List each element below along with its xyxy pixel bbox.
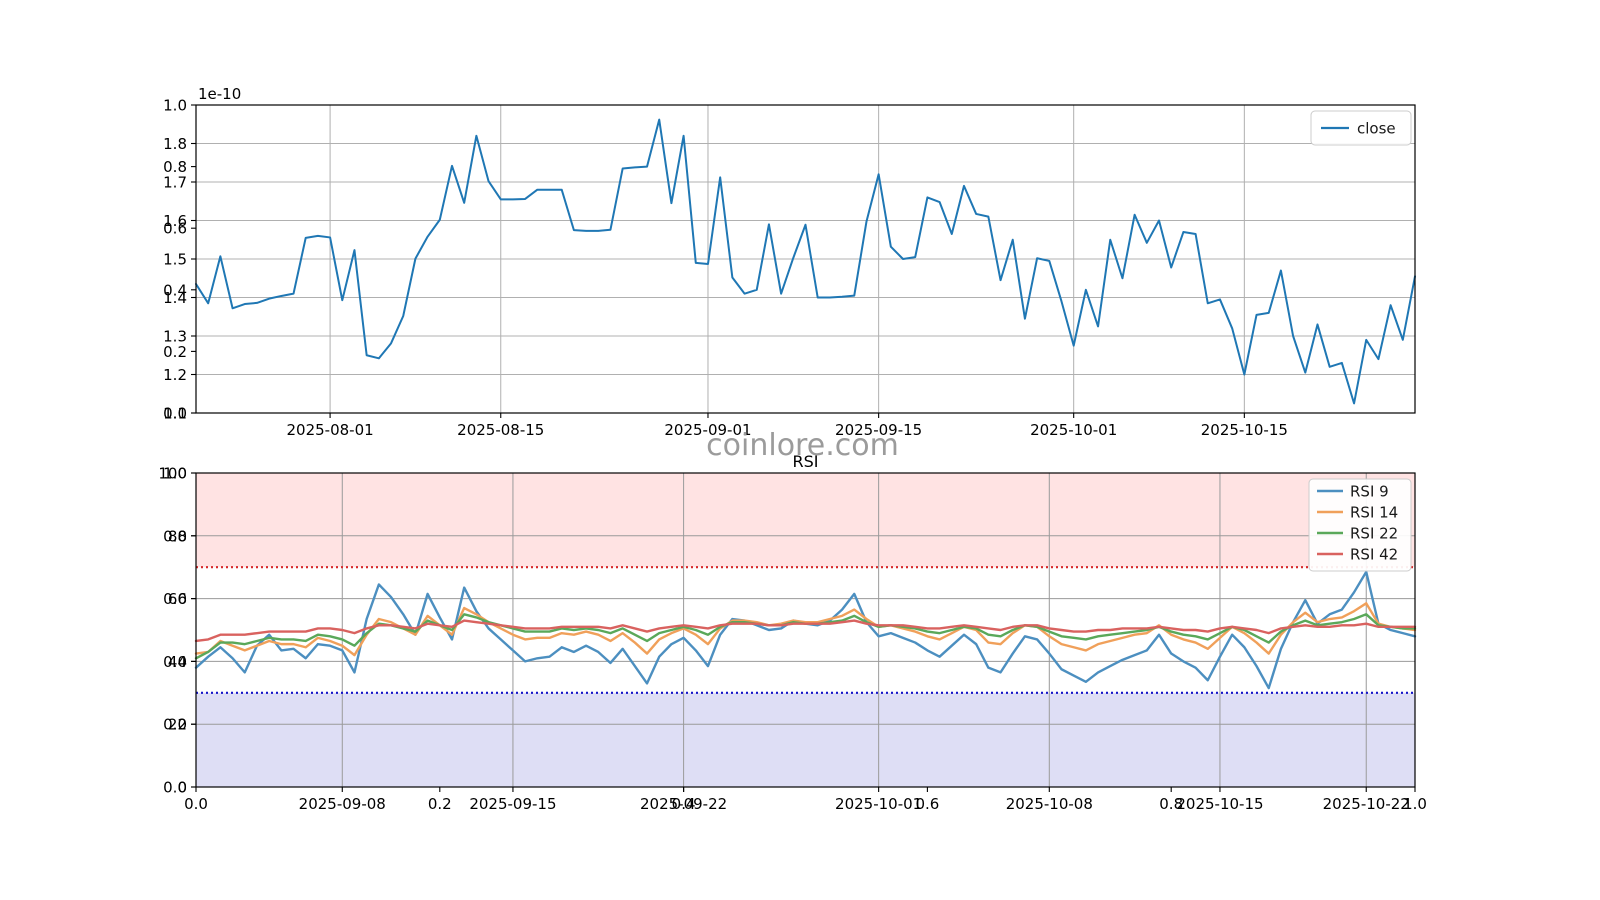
rsi-x-axis-secondary-ticks: 0.0 0.2 0.4 0.6 0.8 1.0 bbox=[184, 787, 1427, 813]
rsi-y-secondary-tick-label: 0.6 bbox=[163, 590, 187, 608]
rsi-oversold-band bbox=[196, 692, 1415, 787]
price-y-secondary-tick-label: 1.0 bbox=[163, 97, 187, 115]
price-legend[interactable]: close bbox=[1310, 110, 1412, 146]
rsi-panel-title: RSI bbox=[793, 452, 819, 471]
rsi-y-tick-label: 100 bbox=[158, 465, 187, 483]
price-panel: 1.1 1.2 1.3 1.4 1.5 1.6 1.7 1.8 0.0 0.2 0.4 0.6 0.8… bbox=[163, 85, 1416, 439]
rsi-x-tick-label: 2025-09-15 bbox=[469, 795, 556, 813]
price-x-axis-ticks: 2025-08-01 2025-08-15 2025-09-01 2025-09-15… bbox=[286, 413, 1288, 439]
rsi-y-secondary-tick-label: 0.4 bbox=[163, 653, 187, 671]
rsi-legend-label-rsi-14: RSI 14 bbox=[1350, 504, 1398, 522]
rsi-legend-label-rsi-22: RSI 22 bbox=[1350, 525, 1398, 543]
price-axis-offset-label: 1e-10 bbox=[198, 85, 241, 103]
rsi-panel: 0 20 40 60 80 100 0.0 0.2 0.4 0.6 0.8 1.0 2025-09-… bbox=[158, 452, 1427, 813]
price-y-tick-label: 1.3 bbox=[163, 328, 187, 346]
price-x-tick-label: 2025-08-01 bbox=[286, 421, 373, 439]
rsi-x-tick-label: 2025-09-22 bbox=[640, 795, 727, 813]
rsi-y-axis-ticks: 0 20 40 60 80 100 bbox=[158, 465, 196, 797]
rsi-x-secondary-tick-label: 0.2 bbox=[428, 795, 452, 813]
price-series-group bbox=[195, 118, 1416, 405]
rsi-y-secondary-tick-label: 0.2 bbox=[163, 716, 187, 734]
rsi-legend[interactable]: RSI 9 RSI 14 RSI 22 RSI 42 bbox=[1308, 478, 1412, 572]
rsi-y-axis-secondary-ticks: 0.0 0.2 0.4 0.6 0.8 1.0 bbox=[163, 465, 196, 797]
price-y-secondary-tick-label: 0.2 bbox=[163, 343, 187, 361]
rsi-legend-label-rsi-42: RSI 42 bbox=[1350, 546, 1398, 564]
price-gridlines bbox=[196, 105, 1415, 414]
price-y-tick-label: 1.1 bbox=[163, 405, 187, 423]
rsi-x-secondary-tick-label: 0.6 bbox=[915, 795, 939, 813]
rsi-y-tick-label: 80 bbox=[168, 527, 187, 545]
rsi-x-secondary-tick-label: 1.0 bbox=[1403, 795, 1427, 813]
rsi-plot-frame bbox=[195, 472, 1416, 788]
rsi-x-secondary-tick-label: 0.8 bbox=[1159, 795, 1183, 813]
rsi-y-tick-label: 0 bbox=[177, 779, 187, 797]
rsi-y-tick-label: 60 bbox=[168, 590, 187, 608]
price-x-tick-label: 2025-10-15 bbox=[1201, 421, 1288, 439]
rsi-y-secondary-tick-label: 1.0 bbox=[163, 465, 187, 483]
rsi-x-tick-label: 2025-09-08 bbox=[299, 795, 386, 813]
coinlore-watermark: coinlore.com bbox=[706, 428, 899, 463]
price-x-tick-label: 2025-09-01 bbox=[664, 421, 751, 439]
rsi-x-tick-label: 2025-10-08 bbox=[1006, 795, 1093, 813]
rsi-y-tick-label: 20 bbox=[168, 716, 187, 734]
price-y-secondary-tick-label: 0.0 bbox=[163, 405, 187, 423]
price-y-secondary-tick-label: 0.6 bbox=[163, 220, 187, 238]
rsi-x-axis-ticks: 2025-09-08 2025-09-15 2025-09-22 2025-10-01… bbox=[299, 787, 1410, 813]
rsi-y-tick-label: 40 bbox=[168, 653, 187, 671]
price-y-tick-label: 1.4 bbox=[163, 289, 187, 307]
rsi-x-secondary-tick-label: 0.4 bbox=[672, 795, 696, 813]
rsi-x-tick-label: 2025-10-15 bbox=[1176, 795, 1263, 813]
price-x-tick-label: 2025-10-01 bbox=[1030, 421, 1117, 439]
price-y-secondary-tick-label: 0.4 bbox=[163, 281, 187, 299]
rsi-series-rsi-42 bbox=[194, 619, 1417, 643]
rsi-y-secondary-tick-label: 0.0 bbox=[163, 779, 187, 797]
price-y-tick-label: 1.7 bbox=[163, 174, 187, 192]
price-legend-label-close: close bbox=[1357, 120, 1396, 138]
rsi-series-group bbox=[194, 570, 1417, 690]
price-y-secondary-tick-label: 0.8 bbox=[163, 158, 187, 176]
price-y-axis-secondary-ticks: 0.0 0.2 0.4 0.6 0.8 1.0 bbox=[163, 97, 196, 423]
price-x-tick-label: 2025-09-15 bbox=[835, 421, 922, 439]
price-y-tick-label: 1.6 bbox=[163, 212, 187, 230]
price-y-tick-label: 1.8 bbox=[163, 135, 187, 153]
price-y-tick-label: 1.5 bbox=[163, 251, 187, 269]
price-x-tick-label: 2025-08-15 bbox=[457, 421, 544, 439]
rsi-x-secondary-tick-label: 0.0 bbox=[184, 795, 208, 813]
rsi-legend-label-rsi-9: RSI 9 bbox=[1350, 483, 1389, 501]
rsi-x-tick-label: 2025-10-22 bbox=[1323, 795, 1410, 813]
rsi-overbought-band bbox=[196, 473, 1415, 568]
price-y-tick-label: 1.2 bbox=[163, 366, 187, 384]
rsi-y-secondary-tick-label: 0.8 bbox=[163, 527, 187, 545]
rsi-x-tick-label: 2025-10-01 bbox=[835, 795, 922, 813]
